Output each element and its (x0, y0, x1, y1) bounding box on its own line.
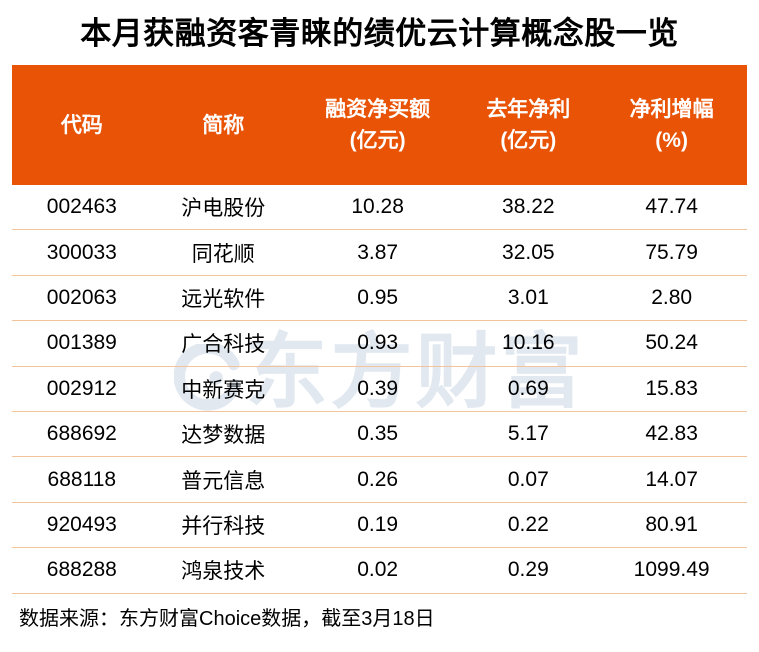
stock-code-cell: 002463 (46, 195, 117, 219)
net-profit-cell: 0.07 (507, 467, 549, 491)
net-buy-cell: 0.95 (357, 285, 399, 309)
stock-name-cell: 普元信息 (181, 469, 266, 493)
stock-code-cell: 688118 (47, 467, 117, 491)
stock-code-cell: 300033 (46, 240, 117, 264)
net-buy-cell: 0.93 (357, 331, 399, 355)
stock-name-cell: 广合科技 (181, 333, 266, 357)
stock-table: 代码 简称 融资净买额 (亿元) 去年净利 (亿元) 净利增幅 (%) 0024… (12, 65, 747, 594)
net-profit-cell: 5.17 (507, 422, 549, 446)
profit-growth-cell: 47.74 (645, 195, 698, 219)
net-buy-cell: 0.19 (357, 512, 399, 536)
stock-code-cell: 688692 (46, 422, 117, 446)
table-row: 688118 普元信息 0.26 0.07 14.07 (12, 457, 747, 503)
profit-growth-cell: 42.83 (645, 422, 698, 446)
column-header-net-buy: 融资净买额 (亿元) (325, 98, 431, 152)
table-row: 920493 并行科技 0.19 0.22 80.91 (12, 503, 747, 549)
profit-growth-cell: 75.79 (645, 240, 698, 264)
table-row: 002463 沪电股份 10.28 38.22 47.74 (12, 185, 747, 231)
column-header-profit-growth: 净利增幅 (%) (629, 98, 714, 152)
profit-growth-cell: 80.91 (645, 512, 698, 536)
net-profit-cell: 38.22 (502, 195, 555, 219)
net-profit-cell: 10.16 (502, 331, 555, 355)
table-row: 688288 鸿泉技术 0.02 0.29 1099.49 (12, 548, 747, 594)
stock-code-cell: 002063 (46, 285, 117, 309)
table-row: 688692 达梦数据 0.35 5.17 42.83 (12, 412, 747, 458)
net-buy-cell: 0.26 (357, 467, 399, 491)
stock-code-cell: 002912 (46, 376, 117, 400)
net-buy-cell: 0.35 (357, 422, 399, 446)
net-profit-cell: 32.05 (502, 240, 555, 264)
page-title: 本月获融资客青睐的绩优云计算概念股一览 (80, 16, 679, 51)
stock-code-cell: 920493 (46, 512, 117, 536)
stock-code-cell: 001389 (46, 331, 117, 355)
table-row: 002912 中新赛克 0.39 0.69 15.83 (12, 367, 747, 412)
stock-name-cell: 远光软件 (181, 287, 266, 311)
net-buy-cell: 10.28 (351, 195, 404, 219)
net-profit-cell: 0.69 (507, 376, 549, 400)
stock-name-cell: 同花顺 (191, 242, 255, 266)
net-buy-cell: 0.39 (357, 376, 399, 400)
net-buy-cell: 0.02 (357, 558, 399, 582)
profit-growth-cell: 15.83 (645, 376, 698, 400)
stock-name-cell: 沪电股份 (181, 197, 266, 221)
table-row: 300033 同花顺 3.87 32.05 75.79 (12, 230, 747, 276)
table-header: 代码 简称 融资净买额 (亿元) 去年净利 (亿元) 净利增幅 (%) (12, 65, 747, 185)
profit-growth-cell: 50.24 (645, 331, 698, 355)
profit-growth-cell: 14.07 (645, 467, 698, 491)
profit-growth-cell: 1099.49 (633, 558, 710, 582)
table-body: 002463 沪电股份 10.28 38.22 47.74 300033 同花顺… (12, 185, 747, 594)
stock-name-cell: 中新赛克 (181, 378, 266, 402)
profit-growth-cell: 2.80 (651, 285, 693, 309)
table-row: 001389 广合科技 0.93 10.16 50.24 (12, 321, 747, 367)
net-profit-cell: 3.01 (507, 285, 549, 309)
stock-code-cell: 688288 (46, 558, 117, 582)
column-header-net-profit: 去年净利 (亿元) (486, 98, 571, 152)
stock-name-cell: 达梦数据 (181, 424, 266, 448)
net-profit-cell: 0.22 (507, 512, 549, 536)
net-profit-cell: 0.29 (507, 558, 549, 582)
stock-name-cell: 并行科技 (181, 514, 266, 538)
column-header-name: 简称 (202, 113, 245, 137)
table-row: 002063 远光软件 0.95 3.01 2.80 (12, 276, 747, 322)
source-note: 数据来源：东方财富Choice数据，截至3月18日 (19, 608, 435, 630)
stock-name-cell: 鸿泉技术 (181, 560, 266, 584)
net-buy-cell: 3.87 (357, 240, 399, 264)
column-header-code: 代码 (60, 113, 103, 137)
